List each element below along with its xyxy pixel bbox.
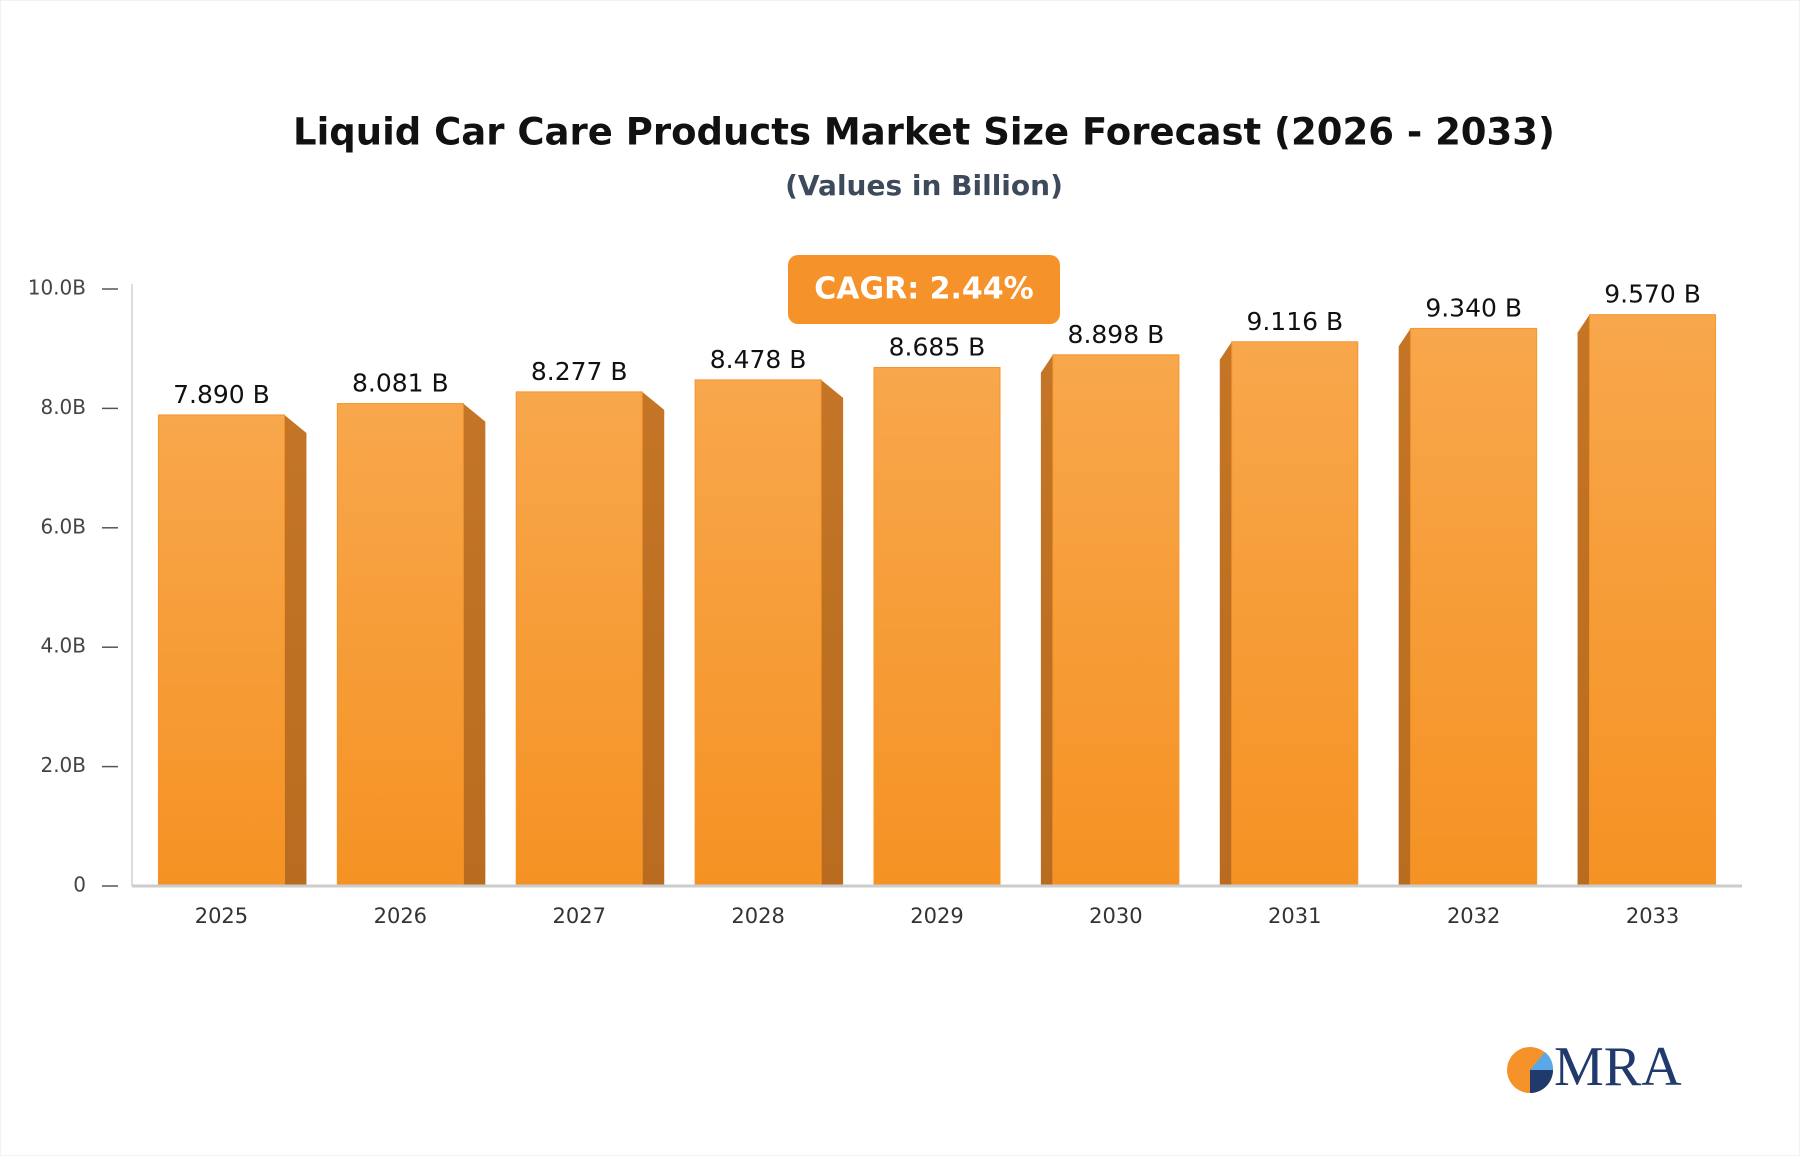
cagr-label: CAGR: 2.44% (814, 272, 1033, 307)
value-label: 9.116 B (1246, 307, 1343, 336)
bar-side (1040, 354, 1053, 886)
bar-side (284, 414, 307, 886)
cagr-badge: CAGR: 2.44% (788, 255, 1060, 324)
x-tick-label: 2031 (1268, 904, 1321, 928)
value-label: 8.898 B (1068, 320, 1165, 349)
chart-subtitle: (Values in Billion) (785, 169, 1063, 202)
y-tick-label: 8.0B (40, 395, 86, 419)
bar (157, 414, 285, 887)
bar-side (642, 391, 665, 886)
x-tick-label: 2028 (731, 904, 784, 928)
x-tick-label: 2030 (1089, 904, 1142, 928)
x-tick-label: 2029 (910, 904, 963, 928)
x-tick-label: 2027 (552, 904, 605, 928)
bar (873, 367, 1001, 887)
bar (336, 403, 464, 887)
plot-area: 0 2.0B 4.0B 6.0B 8.0B 10.0B 2025 7.890 B 2026 8.0… (28, 276, 1742, 928)
value-label: 8.685 B (889, 333, 986, 362)
bar (694, 379, 822, 887)
bar-side (1398, 328, 1411, 887)
value-label: 7.890 B (173, 380, 270, 409)
bar-side (463, 403, 486, 886)
bar-side (821, 379, 844, 886)
y-tick-label: 0 (73, 873, 86, 897)
y-tick-label: 6.0B (40, 514, 86, 538)
logo-text: MRA (1554, 1036, 1682, 1098)
x-tick-label: 2025 (195, 904, 248, 928)
value-label: 9.570 B (1604, 280, 1701, 309)
bar (515, 391, 643, 887)
y-tick-label: 2.0B (40, 753, 86, 777)
bar (1052, 354, 1180, 887)
value-label: 8.277 B (531, 357, 628, 386)
x-tick-label: 2026 (374, 904, 427, 928)
value-label: 8.081 B (352, 369, 449, 398)
bar (1231, 341, 1359, 887)
chart-title: Liquid Car Care Products Market Size For… (293, 111, 1555, 154)
bar-side (1219, 341, 1232, 887)
value-label: 9.340 B (1425, 293, 1522, 322)
bar-side (1577, 314, 1590, 886)
badge-box (788, 255, 1060, 324)
logo-slice (1530, 1052, 1554, 1070)
logo: MRA (1507, 1036, 1682, 1098)
bar (1410, 327, 1538, 887)
x-tick-label: 2033 (1626, 904, 1679, 928)
y-tick-label: 4.0B (40, 634, 86, 658)
value-label: 8.478 B (710, 345, 807, 374)
x-tick-label: 2032 (1447, 904, 1500, 928)
logo-slice (1530, 1070, 1553, 1093)
bar (1589, 314, 1717, 887)
y-tick-label: 10.0B (28, 276, 86, 300)
